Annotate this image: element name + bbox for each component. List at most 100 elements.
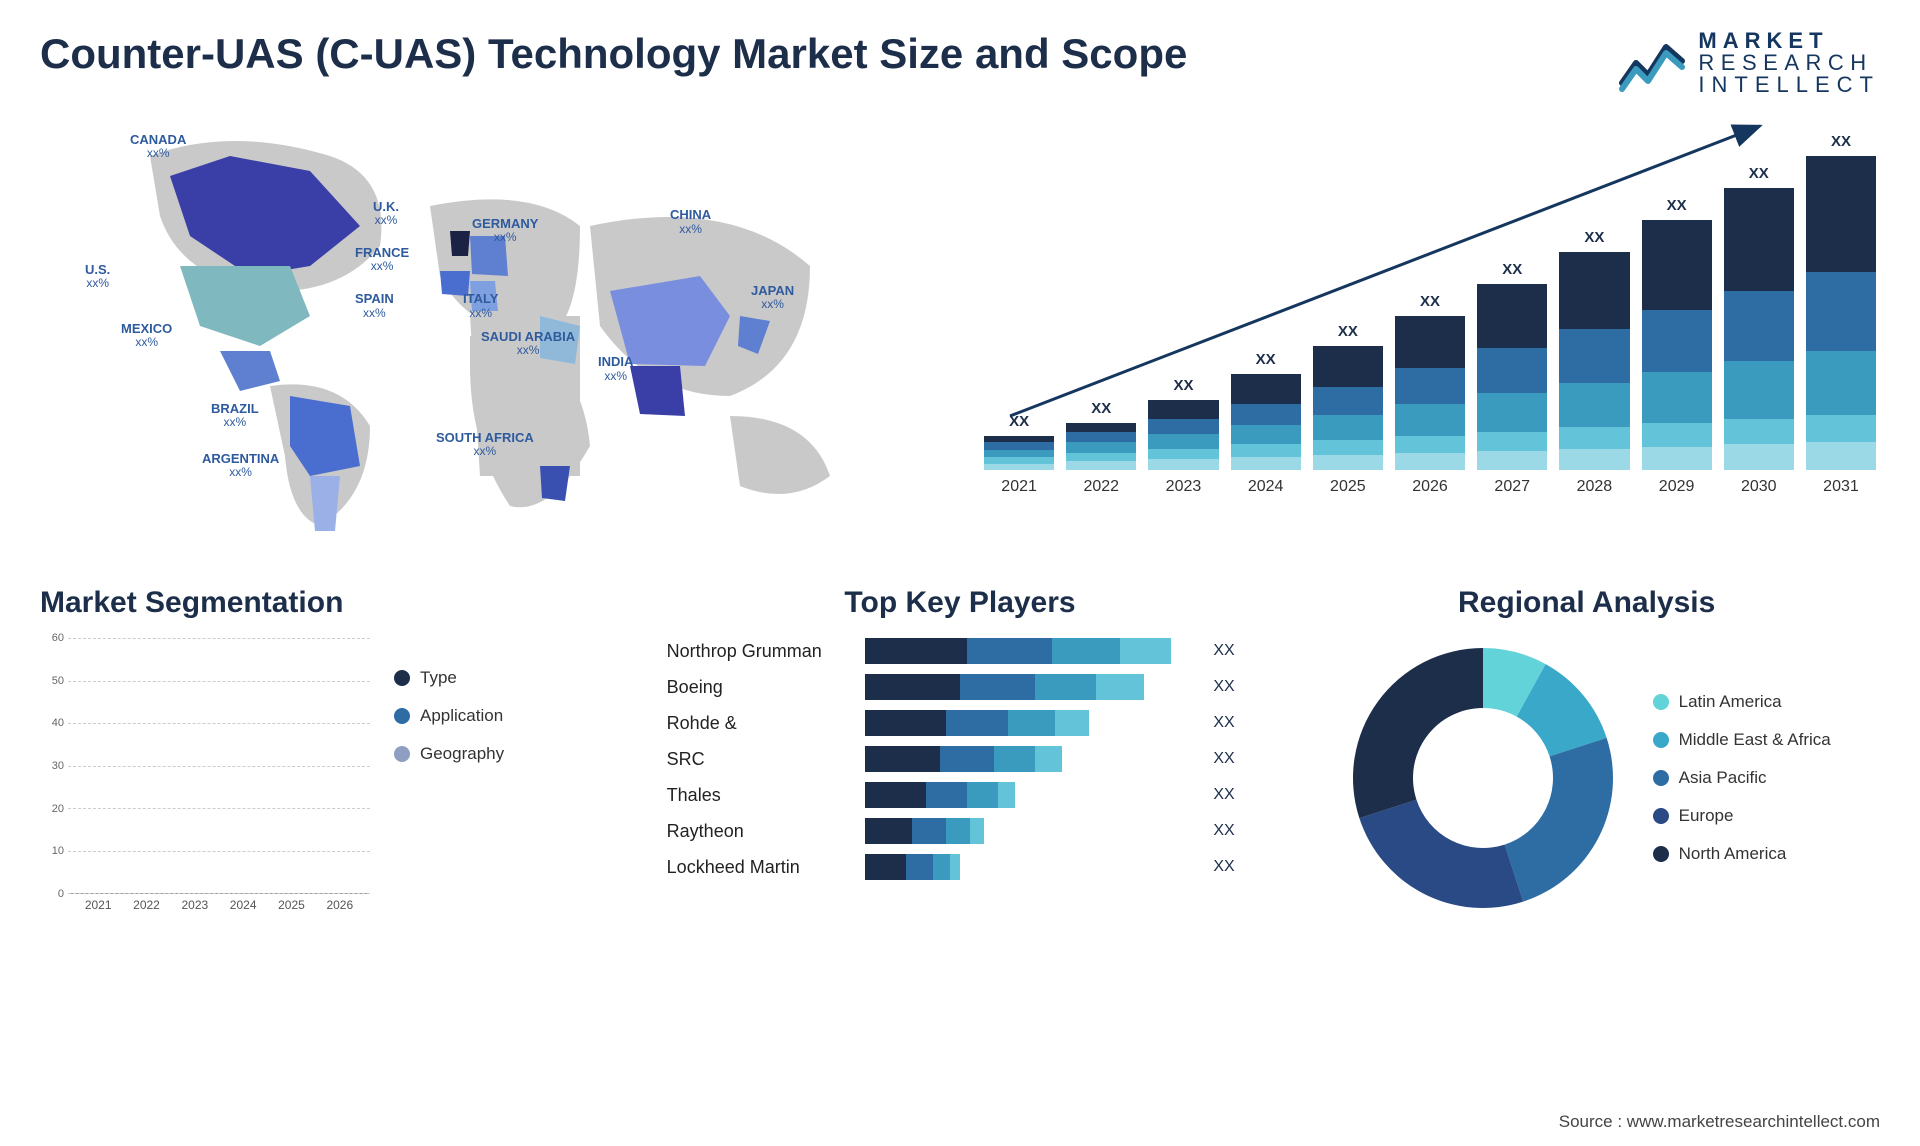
- map-label: SOUTH AFRICAxx%: [436, 431, 534, 458]
- forecast-year-label: 2031: [1823, 478, 1859, 496]
- map-region: [630, 366, 685, 416]
- map-region: [540, 466, 570, 501]
- forecast-segment: [1559, 449, 1629, 470]
- logo-text-1: MARKET: [1698, 30, 1880, 52]
- forecast-segment: [1559, 427, 1629, 448]
- forecast-segment: [1395, 436, 1465, 453]
- forecast-segment: [1477, 284, 1547, 348]
- forecast-column: XX2021: [984, 413, 1054, 496]
- seg-y-tick: 50: [52, 675, 64, 687]
- key-player-bar: [865, 674, 1206, 700]
- legend-label: Europe: [1679, 806, 1734, 826]
- segmentation-title: Market Segmentation: [40, 586, 627, 620]
- legend-dot-icon: [1653, 846, 1669, 862]
- map-region: [180, 266, 310, 346]
- legend-item: Middle East & Africa: [1653, 730, 1831, 750]
- map-label: ARGENTINAxx%: [202, 452, 279, 479]
- donut-slice: [1353, 648, 1483, 818]
- legend-dot-icon: [394, 708, 410, 724]
- forecast-segment: [1642, 423, 1712, 446]
- key-player-segment: [865, 674, 960, 700]
- forecast-segment: [1066, 453, 1136, 462]
- map-label: FRANCExx%: [355, 246, 409, 273]
- segmentation-panel: Market Segmentation 0102030405060 202120…: [40, 586, 627, 918]
- map-label: SAUDI ARABIAxx%: [481, 330, 575, 357]
- key-player-segment: [912, 818, 946, 844]
- regional-title: Regional Analysis: [1293, 586, 1880, 620]
- key-player-bar: [865, 854, 1206, 880]
- key-player-name: Thales: [667, 785, 857, 806]
- forecast-segment: [1642, 447, 1712, 470]
- seg-column: [273, 638, 315, 893]
- map-region: [310, 476, 340, 531]
- map-label: U.K.xx%: [373, 200, 399, 227]
- forecast-value-label: XX: [1009, 413, 1029, 430]
- forecast-column: XX2030: [1724, 165, 1794, 496]
- forecast-segment: [1395, 316, 1465, 367]
- key-player-segment: [950, 854, 960, 880]
- forecast-column: XX2024: [1231, 351, 1301, 496]
- key-player-segment: [998, 782, 1015, 808]
- logo-text-2: RESEARCH: [1698, 52, 1880, 74]
- key-player-segment: [865, 638, 967, 664]
- key-player-row: Rohde &XX: [667, 710, 1254, 736]
- legend-dot-icon: [1653, 770, 1669, 786]
- key-player-segment: [865, 782, 926, 808]
- map-label: GERMANYxx%: [472, 217, 538, 244]
- map-label: BRAZILxx%: [211, 402, 259, 429]
- forecast-year-label: 2028: [1577, 478, 1613, 496]
- logo-text-3: INTELLECT: [1698, 74, 1880, 96]
- seg-y-tick: 20: [52, 803, 64, 815]
- forecast-segment: [1642, 372, 1712, 423]
- seg-column: [124, 638, 166, 893]
- key-player-segment: [960, 674, 1035, 700]
- forecast-segment: [1724, 188, 1794, 290]
- forecast-segment: [1395, 368, 1465, 404]
- seg-y-tick: 10: [52, 845, 64, 857]
- legend-label: Geography: [420, 744, 504, 764]
- legend-dot-icon: [1653, 808, 1669, 824]
- key-player-bar: [865, 782, 1206, 808]
- key-player-bar: [865, 638, 1206, 664]
- forecast-year-label: 2027: [1494, 478, 1530, 496]
- forecast-value-label: XX: [1256, 351, 1276, 368]
- forecast-segment: [1806, 442, 1876, 470]
- legend-label: Middle East & Africa: [1679, 730, 1831, 750]
- forecast-value-label: XX: [1667, 197, 1687, 214]
- key-player-value: XX: [1213, 786, 1253, 804]
- key-player-row: Northrop GrummanXX: [667, 638, 1254, 664]
- forecast-value-label: XX: [1502, 261, 1522, 278]
- key-player-segment: [967, 782, 998, 808]
- seg-y-tick: 0: [58, 888, 64, 900]
- key-player-segment: [933, 854, 950, 880]
- map-label: INDIAxx%: [598, 355, 633, 382]
- forecast-year-label: 2025: [1330, 478, 1366, 496]
- forecast-value-label: XX: [1831, 133, 1851, 150]
- seg-x-tick: 2022: [122, 894, 170, 918]
- page-title: Counter-UAS (C-UAS) Technology Market Si…: [40, 30, 1187, 78]
- key-player-name: Lockheed Martin: [667, 857, 857, 878]
- key-player-segment: [994, 746, 1035, 772]
- forecast-column: XX 2031: [1806, 133, 1876, 496]
- seg-y-tick: 60: [52, 632, 64, 644]
- key-player-segment: [946, 818, 970, 844]
- seg-column: [322, 638, 364, 893]
- legend-dot-icon: [394, 746, 410, 762]
- map-label: CANADAxx%: [130, 133, 186, 160]
- key-player-segment: [1035, 746, 1062, 772]
- key-player-segment: [906, 854, 933, 880]
- seg-x-tick: 2025: [267, 894, 315, 918]
- seg-column: [173, 638, 215, 893]
- forecast-segment: [1313, 440, 1383, 455]
- legend-dot-icon: [1653, 732, 1669, 748]
- forecast-column: XX2023: [1148, 377, 1218, 496]
- forecast-segment: [984, 450, 1054, 457]
- legend-label: Asia Pacific: [1679, 768, 1767, 788]
- key-player-value: XX: [1213, 642, 1253, 660]
- seg-column: [74, 638, 116, 893]
- forecast-segment: [1559, 252, 1629, 329]
- donut-slice: [1504, 738, 1612, 902]
- legend-item: Application: [394, 706, 504, 726]
- forecast-column: XX2022: [1066, 400, 1136, 496]
- key-player-value: XX: [1213, 750, 1253, 768]
